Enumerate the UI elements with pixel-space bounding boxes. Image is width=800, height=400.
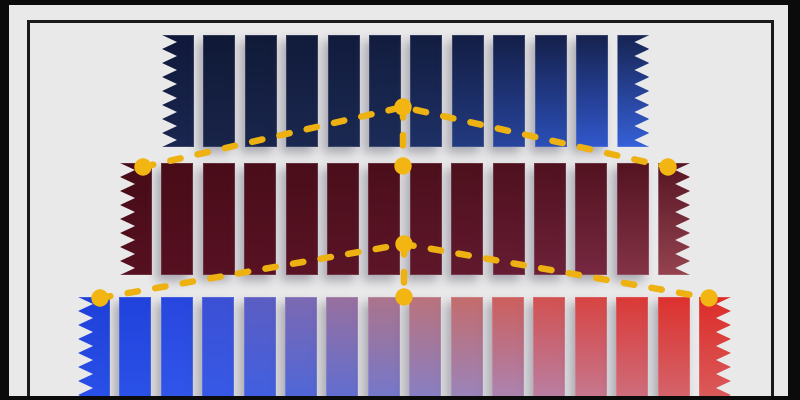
stripe-bar-plain	[202, 163, 235, 275]
stripe-bar-plain	[533, 297, 566, 400]
stripe-bar-plain	[327, 163, 359, 275]
stripe-row-middle	[120, 163, 691, 275]
stripe-bar-plain	[160, 297, 193, 400]
stripe-bar-plain	[492, 297, 524, 400]
stripe-row-top	[162, 35, 650, 147]
stripe-bar-zigzag-left	[78, 297, 110, 400]
stripe-bar-plain	[367, 297, 400, 400]
stripe-bar-zigzag-left	[162, 35, 194, 147]
stripe-row-bottom	[78, 297, 731, 400]
stripe-bar-plain	[286, 35, 319, 147]
stripe-bar-plain	[576, 35, 608, 147]
stripe-bar-plain	[244, 163, 277, 275]
stripe-bar-plain	[657, 297, 690, 400]
stripe-bar-plain	[161, 163, 194, 275]
stripe-bar-zigzag-right	[617, 35, 650, 147]
bezel-bottom	[0, 396, 800, 400]
stripe-bar-plain	[285, 163, 318, 275]
stripe-bar-plain	[369, 35, 401, 147]
stripe-bar-plain	[409, 297, 442, 400]
stripe-bar-plain	[285, 297, 317, 400]
picture-frame-border	[27, 20, 774, 400]
stripe-bar-plain	[450, 297, 483, 400]
stripe-bar-plain	[327, 35, 360, 147]
stripe-bar-zigzag-left	[120, 163, 152, 275]
stripe-bar-plain	[492, 163, 525, 275]
stripe-bar-plain	[243, 297, 276, 400]
stripe-bar-plain	[244, 35, 277, 147]
stripe-bar-plain	[575, 163, 608, 275]
stripe-bar-plain	[202, 297, 235, 400]
bezel-top	[0, 0, 800, 5]
stripe-bar-plain	[368, 163, 401, 275]
stripe-bar-plain	[493, 35, 526, 147]
stripe-bar-plain	[410, 35, 443, 147]
stripe-bar-plain	[451, 163, 484, 275]
stripe-bar-plain	[534, 163, 566, 275]
stripe-bar-plain	[534, 35, 567, 147]
bezel-right	[788, 0, 800, 400]
stripe-bar-zigzag-right	[658, 163, 691, 275]
stripe-bar-plain	[203, 35, 236, 147]
stripe-bar-plain	[451, 35, 484, 147]
bezel-left	[0, 0, 9, 400]
stripe-bar-plain	[616, 297, 649, 400]
stripe-bar-zigzag-right	[699, 297, 731, 400]
stripe-bar-plain	[326, 297, 359, 400]
stripe-bar-plain	[616, 163, 649, 275]
stripe-bar-plain	[574, 297, 607, 400]
stripe-bar-plain	[409, 163, 442, 275]
stripe-bar-plain	[119, 297, 152, 400]
